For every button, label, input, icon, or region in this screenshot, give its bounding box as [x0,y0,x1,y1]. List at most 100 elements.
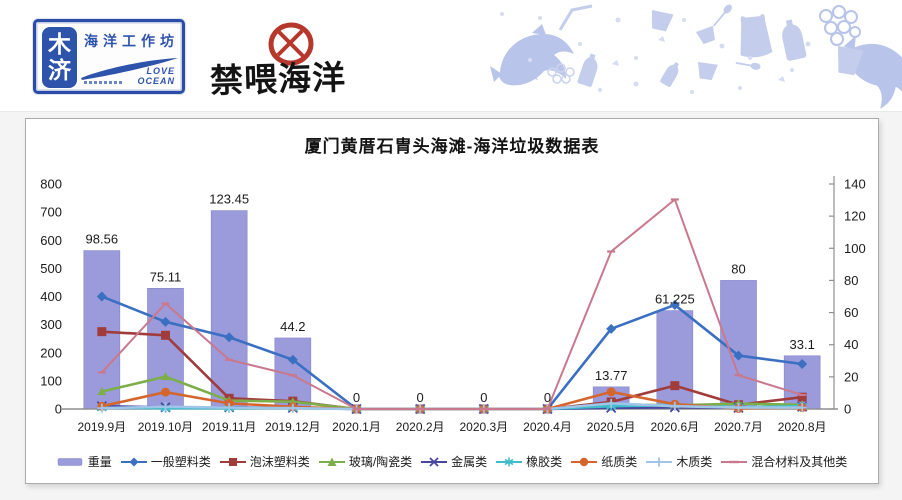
legend-swatch [57,457,83,466]
header: 木 济 海洋工作坊 LOVE OCEAN 禁喂海洋 [0,0,902,112]
left-axis-tick-label: 200 [40,345,62,360]
legend-label: 纸质类 [601,455,638,469]
legend-item: 橡胶类 [495,453,562,470]
legend-label: 一般塑料类 [150,455,211,469]
no-circle-cross-icon [268,22,314,66]
line-marker [161,330,170,340]
right-axis-tick-label: 80 [844,273,858,288]
legend-label: 玻璃/陶瓷类 [348,455,413,469]
plastic-bag-icon [740,14,773,58]
line-marker [606,387,616,397]
cup-icon [698,62,718,81]
workshop-logo-seal: 木 济 [42,27,77,88]
workshop-logo: 木 济 海洋工作坊 LOVE OCEAN [33,19,185,94]
bar-column [83,250,121,410]
left-axis-tick-label: 300 [40,317,62,332]
left-axis-tick-label: 500 [40,261,62,276]
legend-item: 金属类 [420,453,487,470]
legend-swatch [318,457,345,466]
x-axis-label: 2020.3月 [459,420,508,434]
ban-ocean-logo: 禁喂海洋 [208,12,383,102]
x-axis-label: 2019.12月 [265,420,320,434]
bar-data-label: 0 [544,390,551,405]
chart-plot-area: 0100200300400500600700800020406080100120… [40,176,866,434]
legend-item: 重量 [57,453,112,470]
legend-item: 纸质类 [570,453,637,470]
legend-item: 木质类 [645,453,712,470]
workshop-logo-char-top: 木 [48,31,71,57]
legend-swatch [571,457,598,466]
line-marker [160,316,171,327]
left-axis-tick-label: 800 [40,177,62,192]
love-text: LOVE [146,66,175,76]
spoon-icon [712,4,732,27]
left-axis-tick-label: 600 [40,233,62,248]
line-marker [669,299,680,310]
confetti-dots [500,12,811,94]
legend-label: 混合材料及其他类 [751,455,848,469]
left-axis-tick-label: 0 [55,402,62,417]
workshop-logo-char-bottom: 济 [48,57,71,83]
right-axis-tick-label: 100 [844,241,866,256]
legend-label: 木质类 [676,455,713,469]
legend-swatch [646,457,673,466]
dolphin-icon [843,35,902,109]
line-marker [97,327,107,337]
bar-data-label: 0 [480,390,487,405]
bar-data-label: 123.45 [209,192,249,207]
workshop-logo-slogan: LOVE OCEAN [137,66,175,86]
right-axis-tick-label: 20 [844,369,858,384]
line-marker [670,381,680,391]
left-axis-tick-label: 700 [40,205,62,220]
plastic-bottle-icon [577,53,598,87]
legend-swatch [421,456,448,467]
bubbles-icon [819,5,861,46]
line-marker [224,332,235,343]
x-axis-label: 2020.6月 [650,420,699,434]
plastic-bottle-icon [660,62,679,87]
chart-title: 厦门黄厝石胄头海滩-海洋垃圾数据表 [304,137,600,156]
ban-logo-text: 禁喂海洋 [209,60,347,101]
bar-column [210,210,248,410]
legend-label: 泡沫塑料类 [249,455,310,469]
left-axis-tick-label: 400 [40,289,62,304]
marine-litter-pattern [490,4,902,109]
legend-label: 金属类 [451,455,488,469]
line-marker [287,354,298,365]
legend-label: 橡胶类 [526,455,563,469]
dolphin-icon [490,24,574,86]
x-axis-label: 2020.4月 [523,420,572,434]
x-axis-label: 2020.8月 [778,420,827,434]
legend-item: 玻璃/陶瓷类 [318,453,412,470]
line-marker [797,359,808,369]
spoon-icon [735,61,761,70]
straw-icon [558,4,593,31]
cup-icon [652,10,674,32]
workshop-logo-title: 海洋工作坊 [84,35,179,50]
ocean-text: OCEAN [137,76,175,86]
left-axis-tick-label: 100 [40,373,62,388]
legend-swatch [721,460,748,463]
x-axis-label: 2020.1月 [332,420,381,434]
right-axis-tick-label: 140 [844,177,866,192]
bar-data-label: 33.1 [790,337,815,352]
line-marker [733,350,744,361]
line-series [100,330,804,411]
chart-legend: 重量 一般塑料类 泡沫塑料类 玻璃/陶瓷类 金属类 橡胶类 纸质类 木质类 混合材料及其他类 [26,453,878,470]
right-axis-tick-label: 0 [844,402,851,417]
line-marker [606,323,617,334]
bar-data-label: 75.11 [150,269,182,284]
bubbles-icon [547,63,575,84]
legend-swatch [120,457,147,466]
legend-swatch [496,457,523,466]
line-marker [96,291,107,302]
x-axis-label: 2019.10月 [138,420,193,434]
legend-item: 泡沫塑料类 [219,453,310,470]
line-marker [797,392,807,402]
x-axis-label: 2020.2月 [396,420,445,434]
right-axis-tick-label: 120 [844,209,866,224]
right-axis-tick-label: 60 [844,305,858,320]
bar-data-label: 13.77 [595,368,628,383]
legend-swatch [219,457,246,466]
